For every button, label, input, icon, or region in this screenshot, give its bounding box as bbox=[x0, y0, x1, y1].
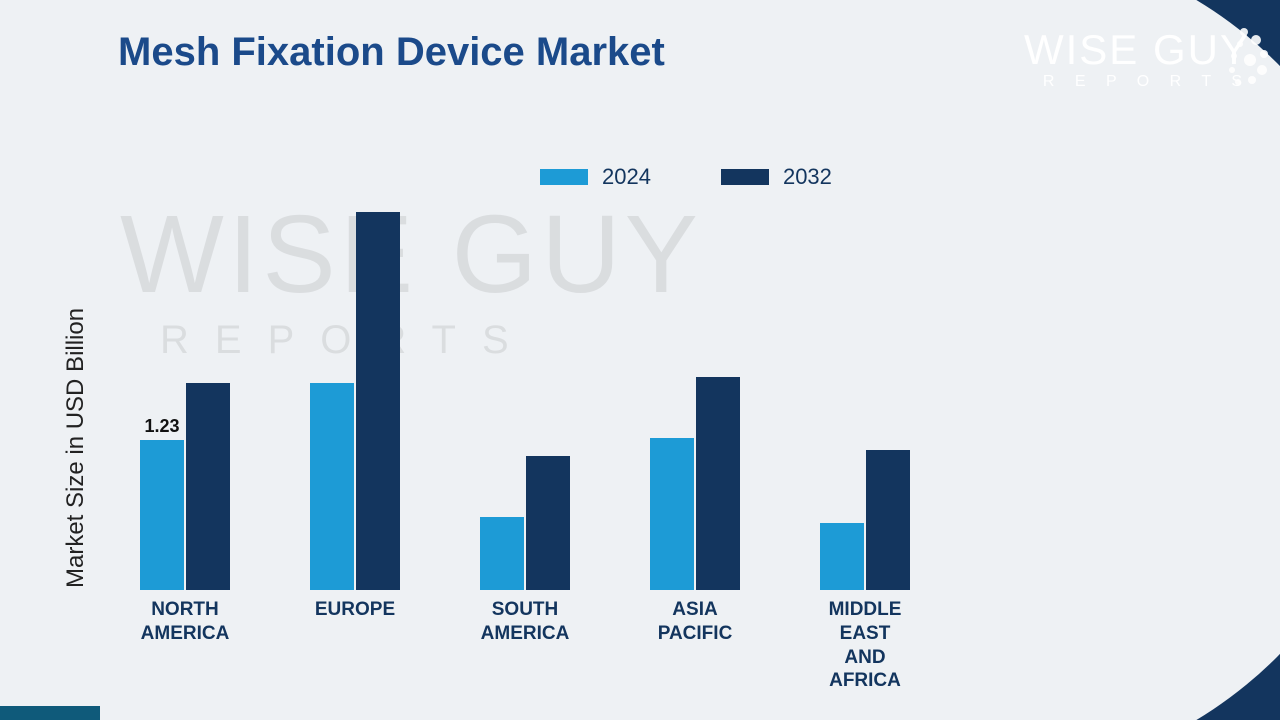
page-title: Mesh Fixation Device Market bbox=[118, 30, 665, 75]
bar-group bbox=[310, 212, 400, 590]
bar-2024 bbox=[650, 438, 694, 590]
y-axis-label: Market Size in USD Billion bbox=[62, 308, 90, 588]
bar-2032 bbox=[866, 450, 910, 590]
legend: 2024 2032 bbox=[540, 164, 832, 190]
bar-2032 bbox=[356, 212, 400, 590]
bar-group bbox=[480, 456, 570, 590]
bar-2032 bbox=[186, 383, 230, 590]
legend-item-2032: 2032 bbox=[721, 164, 832, 190]
x-axis-label: ASIA PACIFIC bbox=[658, 598, 733, 646]
brand-logo: WISE GUY R E P O R T S bbox=[1024, 28, 1250, 91]
x-axis-label: EUROPE bbox=[315, 598, 395, 622]
legend-swatch-2024 bbox=[540, 169, 588, 185]
chart-area: 1.23 bbox=[100, 200, 970, 590]
chart-plot: 1.23 bbox=[100, 200, 970, 590]
bar-2032 bbox=[526, 456, 570, 590]
legend-label-2024: 2024 bbox=[602, 164, 651, 190]
data-label: 1.23 bbox=[144, 416, 179, 437]
x-axis-label: NORTH AMERICA bbox=[141, 598, 230, 646]
bar-2024 bbox=[140, 440, 184, 590]
x-axis-label: SOUTH AMERICA bbox=[481, 598, 570, 646]
bar-2024 bbox=[820, 523, 864, 590]
legend-swatch-2032 bbox=[721, 169, 769, 185]
bar-group bbox=[820, 450, 910, 590]
stage: WISE GUY R E P O R T S Mesh Fixation Dev… bbox=[0, 0, 1280, 720]
legend-item-2024: 2024 bbox=[540, 164, 651, 190]
bottom-slab bbox=[0, 706, 100, 720]
bar-2024 bbox=[310, 383, 354, 590]
bar-group bbox=[650, 377, 740, 590]
bar-2024 bbox=[480, 517, 524, 590]
brand-line2: R E P O R T S bbox=[1024, 74, 1250, 91]
x-axis-label: MIDDLE EAST AND AFRICA bbox=[829, 598, 902, 693]
bar-2032 bbox=[696, 377, 740, 590]
brand-line1: WISE GUY bbox=[1024, 28, 1250, 72]
bar-group bbox=[140, 383, 230, 590]
legend-label-2032: 2032 bbox=[783, 164, 832, 190]
